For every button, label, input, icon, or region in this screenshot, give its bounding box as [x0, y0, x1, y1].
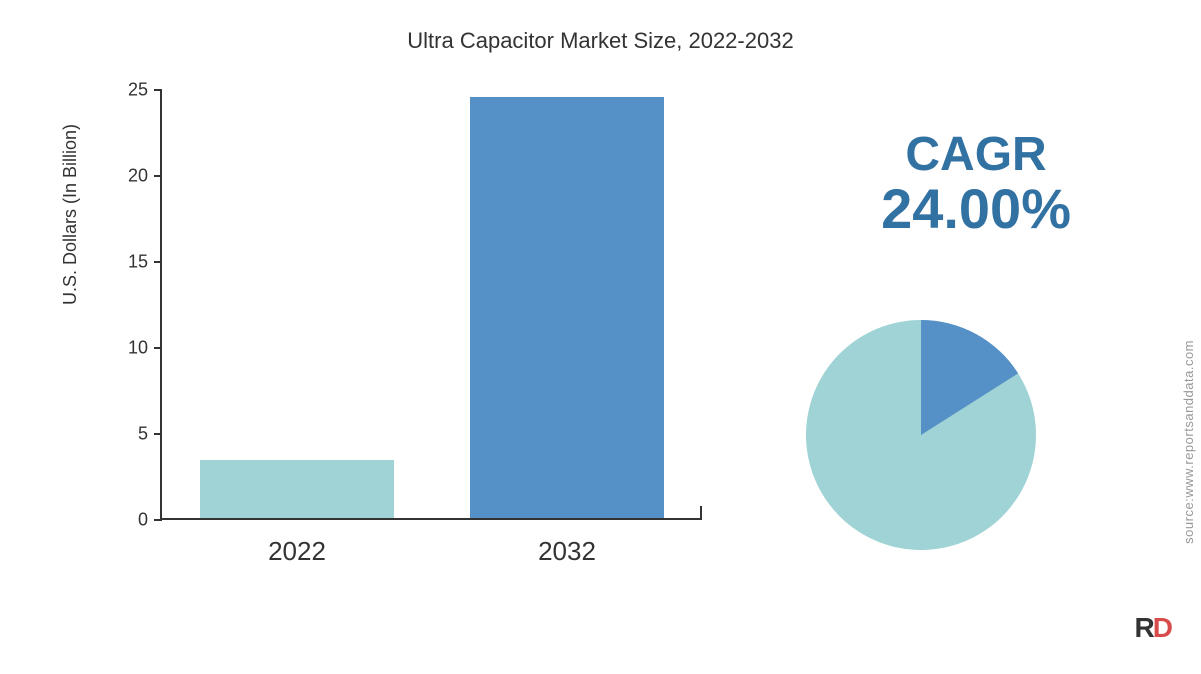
y-tick-mark: [154, 433, 162, 435]
y-tick-mark: [154, 175, 162, 177]
y-axis-label: U.S. Dollars (In Billion): [60, 124, 81, 305]
x-tick-label: 2032: [538, 536, 596, 567]
source-attribution: source:www.reportsanddata.com: [1181, 340, 1196, 544]
logo-d: D: [1153, 612, 1171, 643]
y-tick-mark: [154, 89, 162, 91]
pie-chart: [806, 320, 1036, 550]
cagr-label: CAGR: [881, 130, 1071, 180]
y-tick-label: 25: [128, 80, 148, 101]
y-tick-label: 15: [128, 252, 148, 273]
y-tick-label: 10: [128, 338, 148, 359]
brand-logo: RD: [1135, 612, 1171, 644]
bar-chart: 051015202520222032: [160, 90, 700, 520]
pie-svg: [806, 320, 1036, 550]
cagr-value: 24.00%: [881, 180, 1071, 239]
bar: [200, 460, 394, 518]
x-tick-label: 2022: [268, 536, 326, 567]
chart-title: Ultra Capacitor Market Size, 2022-2032: [0, 28, 1201, 54]
chart-title-text: Ultra Capacitor Market Size, 2022-2032: [407, 28, 793, 53]
bar: [470, 97, 664, 518]
cagr-callout: CAGR 24.00%: [881, 130, 1071, 239]
y-tick-label: 20: [128, 166, 148, 187]
y-tick-mark: [154, 261, 162, 263]
y-tick-label: 5: [138, 424, 148, 445]
y-tick-label: 0: [138, 510, 148, 531]
plot-area: 051015202520222032: [160, 90, 700, 520]
y-tick-mark: [154, 347, 162, 349]
logo-r: R: [1135, 612, 1153, 643]
y-tick-mark: [154, 519, 162, 521]
